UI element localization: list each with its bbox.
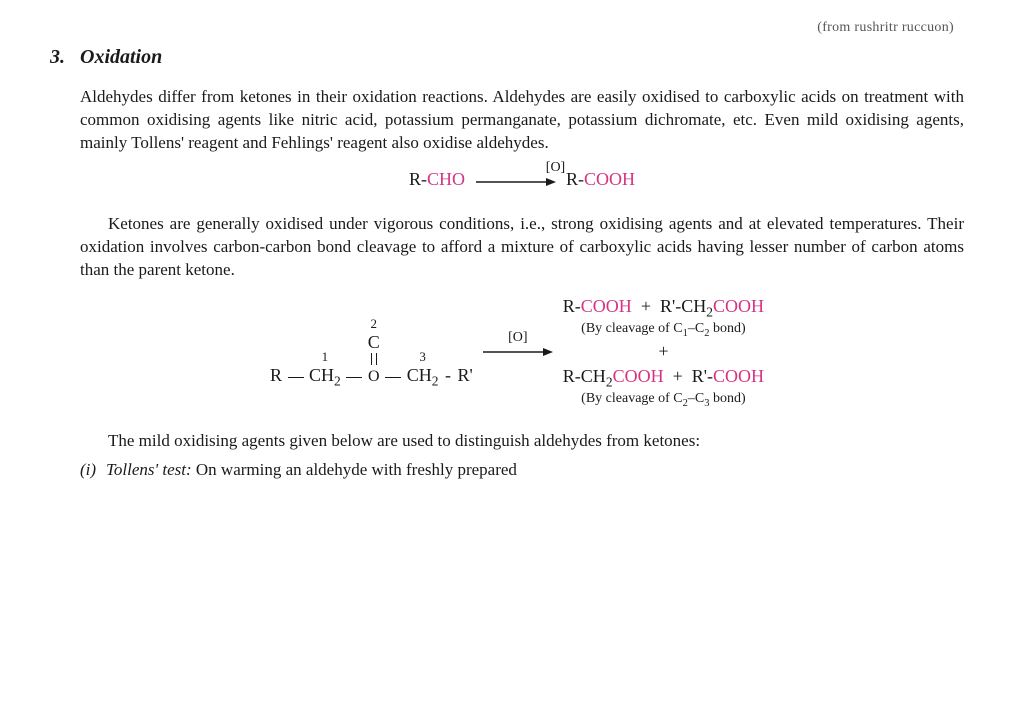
reaction-scheme: R 1 CH2 2 C O 3 CH2 - xyxy=(80,288,954,413)
bond-icon xyxy=(346,377,362,378)
carbon-number-1: 1 xyxy=(322,349,329,365)
bond-icon xyxy=(385,377,401,378)
cleavage-note-1: (By cleavage of C1–C2 bond) xyxy=(581,321,745,337)
ketone-reactant: R 1 CH2 2 C O 3 CH2 - xyxy=(270,316,473,386)
section-title: Oxidation xyxy=(80,46,162,69)
carbon-number-2: 2 xyxy=(371,316,378,332)
header-fragment: (from rushritr ruccuon) xyxy=(50,20,964,38)
bond-icon xyxy=(288,377,304,378)
arrow-icon xyxy=(483,344,553,358)
atom-c2-carbonyl: 2 C O xyxy=(368,332,380,386)
scheme-arrow-label: [O] xyxy=(483,330,553,346)
product-line-2: R-CH2COOH + R'-COOH xyxy=(563,366,764,387)
paragraph-2: Ketones are generally oxidised under vig… xyxy=(80,213,964,282)
eq1-left-group: CHO xyxy=(427,169,465,189)
double-bond-icon xyxy=(371,353,377,365)
eq1-arrow: [O] xyxy=(476,174,556,188)
arrow-icon xyxy=(476,174,556,188)
test-name: Tollens' test: xyxy=(106,460,192,479)
products-block: R-COOH + R'-CH2COOH (By cleavage of C1–C… xyxy=(563,296,764,407)
sublist-marker: (i) xyxy=(80,459,106,482)
equation-1: R-CHO [O] R-COOH xyxy=(80,161,964,196)
oxygen-below: O xyxy=(368,368,380,385)
atom-c1: 1 CH2 xyxy=(309,365,341,386)
product-line-1: R-COOH + R'-CH2COOH xyxy=(563,296,764,317)
paragraph-3: The mild oxidising agents given below ar… xyxy=(80,430,964,453)
scheme-arrow: [O] xyxy=(483,344,553,358)
atom-R: R xyxy=(270,365,282,386)
paragraph-1: Aldehydes differ from ketones in their o… xyxy=(80,86,964,155)
plus-between: + xyxy=(658,341,668,362)
section-number: 3. xyxy=(50,46,80,69)
atom-c3: 3 CH2 xyxy=(407,365,439,386)
eq1-left-R: R- xyxy=(409,169,427,189)
sublist-body: Tollens' test: On warming an aldehyde wi… xyxy=(106,459,964,482)
cleavage-note-2: (By cleavage of C2–C3 bond) xyxy=(581,391,745,407)
section-heading: 3. Oxidation xyxy=(50,46,964,69)
atom-Rprime: R' xyxy=(458,365,473,386)
sublist: (i) Tollens' test: On warming an aldehyd… xyxy=(80,459,964,482)
test-body: On warming an aldehyde with freshly prep… xyxy=(192,460,517,479)
page: (from rushritr ruccuon) 3. Oxidation Ald… xyxy=(0,0,1024,482)
eq1-arrow-label: [O] xyxy=(516,160,596,176)
carbon-number-3: 3 xyxy=(419,349,426,365)
sublist-item-1: (i) Tollens' test: On warming an aldehyd… xyxy=(80,459,964,482)
